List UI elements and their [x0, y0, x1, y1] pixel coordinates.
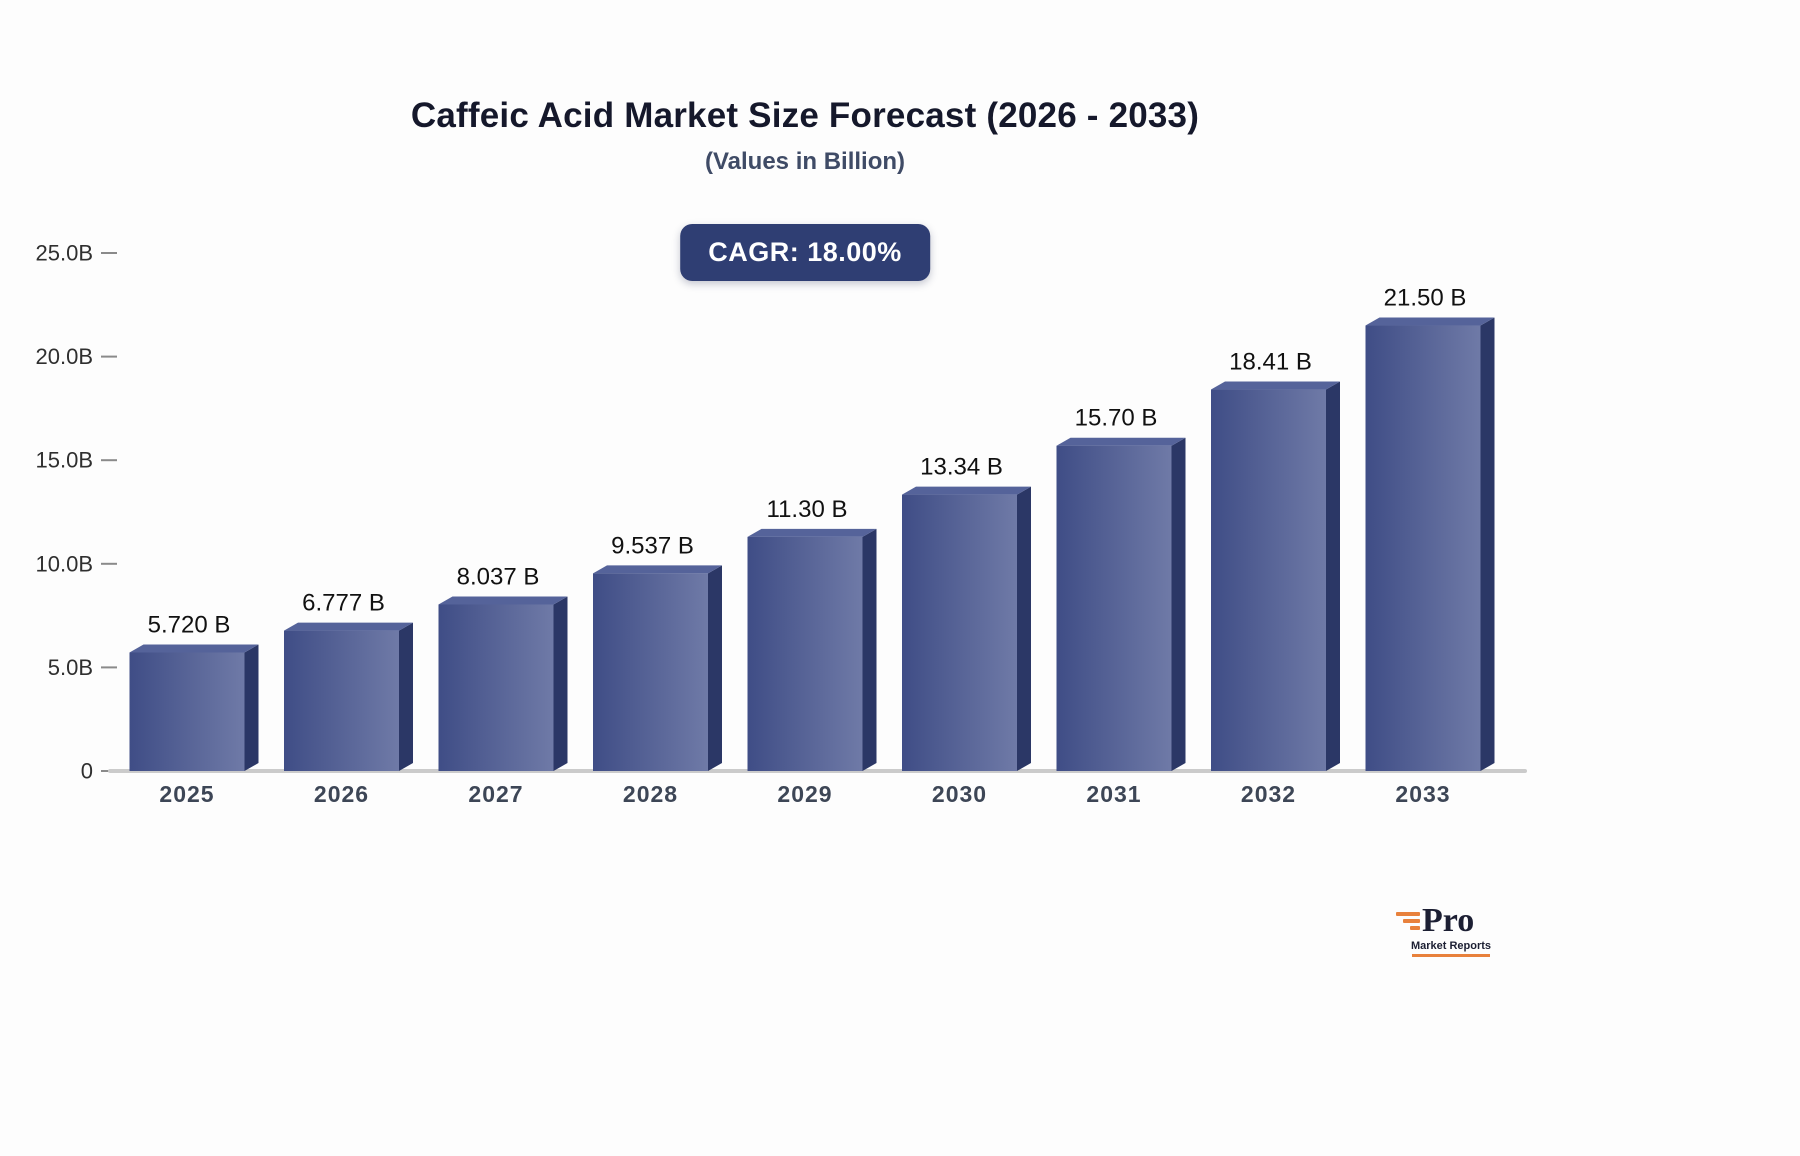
chart-title: Caffeic Acid Market Size Forecast (2026 … — [410, 96, 1200, 135]
x-axis-label: 2027 — [468, 781, 523, 807]
bar-value-label: 11.30 B — [767, 496, 848, 523]
bar-chart: 0 5.0B 10.0B 15.0B 20.0B 25.0B 5.720 B 2025 6.77… — [36, 241, 1527, 807]
y-tick-label: 10.0B — [36, 551, 94, 576]
bar-value-label: 8.037 B — [457, 563, 540, 590]
bar-front-face — [129, 652, 245, 771]
bar-front-face — [593, 573, 708, 771]
logo-bar-icon — [1396, 912, 1420, 916]
y-tick-label: 5.0B — [48, 655, 93, 680]
cagr-badge: CAGR: 18.00% — [680, 224, 930, 281]
x-axis-label: 2025 — [159, 781, 214, 807]
y-tick-label: 0 — [81, 759, 93, 784]
bar-side-face — [1017, 486, 1031, 771]
bar-top-face — [129, 644, 259, 653]
x-axis-label: 2028 — [623, 781, 678, 807]
bar-front-face — [747, 536, 863, 771]
logo: Pro Market Reports — [1396, 904, 1506, 957]
bar-group-2033: 21.50 B 2033 — [1365, 285, 1495, 807]
bar-value-label: 13.34 B — [920, 454, 1003, 481]
bar-side-face — [1326, 381, 1340, 771]
chart-subtitle: (Values in Billion) — [704, 148, 906, 175]
bar-group-2029: 11.30 B 2029 — [747, 496, 877, 807]
bar-group-2026: 6.777 B 2026 — [284, 590, 413, 807]
x-axis-label: 2029 — [777, 781, 832, 807]
bar-top-face — [902, 486, 1031, 495]
bar-side-face — [244, 644, 259, 771]
x-axis-label: 2033 — [1395, 781, 1450, 807]
bar-group-2030: 13.34 B 2030 — [902, 454, 1031, 807]
bar-front-face — [284, 630, 399, 771]
y-tick-label: 25.0B — [36, 241, 94, 266]
bar-top-face — [438, 596, 568, 605]
y-tick-label: 20.0B — [36, 344, 94, 369]
logo-subtext: Market Reports — [1410, 940, 1492, 952]
bar-group-2031: 15.70 B 2031 — [1056, 405, 1186, 807]
y-tick-label: 15.0B — [36, 448, 94, 473]
x-axis-label: 2030 — [932, 781, 987, 807]
logo-bar-icon — [1403, 919, 1420, 923]
bar-top-face — [747, 528, 877, 537]
bar-value-label: 9.537 B — [611, 532, 694, 559]
bar-group-2027: 8.037 B 2027 — [438, 563, 568, 807]
bar-side-face — [862, 528, 877, 771]
bar-top-face — [1211, 381, 1340, 390]
bar-group-2032: 18.41 B 2032 — [1211, 349, 1340, 807]
logo-bars-icon — [1396, 912, 1420, 930]
bar-group-2025: 5.720 B 2025 — [129, 611, 259, 807]
logo-bar-icon — [1410, 926, 1420, 930]
x-axis-label: 2026 — [314, 781, 369, 807]
bar-top-face — [284, 622, 413, 631]
bar-front-face — [1056, 445, 1172, 771]
logo-underline — [1412, 954, 1490, 957]
bar-value-label: 6.777 B — [302, 590, 385, 617]
bar-value-label: 5.720 B — [148, 611, 231, 638]
bar-value-label: 21.50 B — [1384, 285, 1467, 312]
bar-side-face — [708, 565, 722, 771]
bar-side-face — [553, 596, 568, 771]
bar-front-face — [1211, 389, 1326, 771]
bar-top-face — [1056, 437, 1186, 446]
bar-side-face — [399, 622, 413, 771]
bar-top-face — [593, 565, 722, 574]
bar-front-face — [438, 604, 554, 771]
bar-side-face — [1480, 317, 1495, 771]
bar-group-2028: 9.537 B 2028 — [593, 532, 722, 807]
bar-value-label: 18.41 B — [1229, 349, 1312, 376]
x-axis-label: 2032 — [1241, 781, 1296, 807]
bar-front-face — [902, 494, 1017, 771]
logo-row: Pro — [1396, 904, 1506, 938]
bar-value-label: 15.70 B — [1075, 405, 1158, 432]
logo-name: Pro — [1422, 902, 1475, 939]
bar-top-face — [1365, 317, 1495, 326]
bar-front-face — [1365, 325, 1481, 771]
bar-side-face — [1171, 437, 1186, 771]
x-axis-label: 2031 — [1086, 781, 1141, 807]
